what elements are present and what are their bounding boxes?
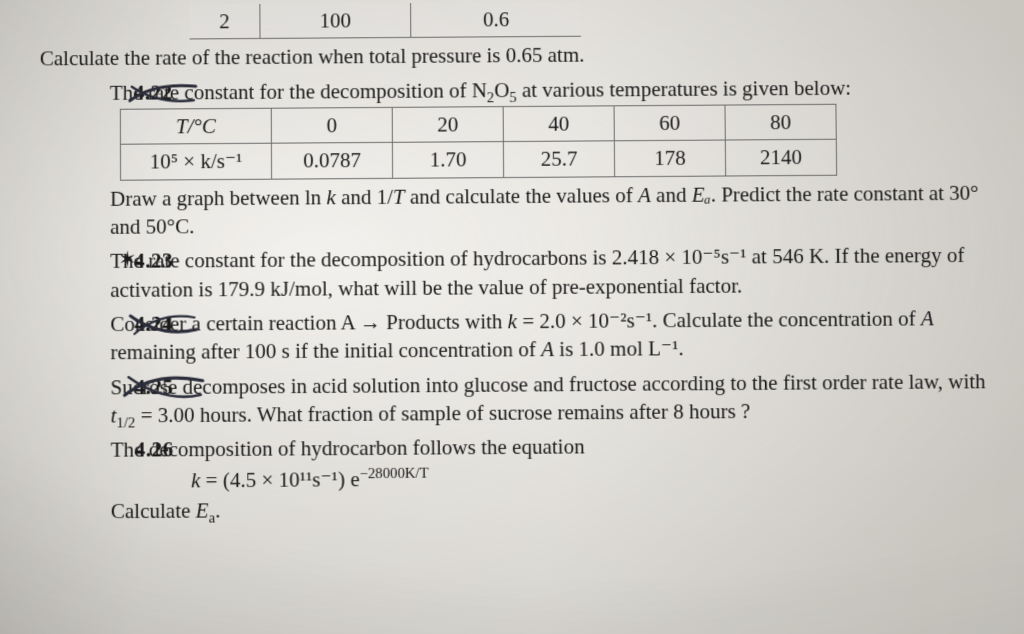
equation: k = (4.5 × 10¹¹s⁻¹) e−28000K/T: [191, 460, 998, 494]
cell: 100: [260, 3, 411, 39]
question-number: 4.22: [134, 78, 173, 107]
text: = 3.00 hours. What fraction of sample of…: [135, 399, 750, 427]
td: 178: [614, 140, 725, 176]
text: The rate constant for the decomposition …: [110, 243, 964, 301]
th: T/°C: [120, 108, 271, 144]
rate-constant-table: T/°C 0 20 40 60 80 10⁵ × k/s⁻¹ 0.0787 1.…: [120, 104, 837, 181]
text: at various temperatures is given below:: [517, 75, 852, 101]
question-number: 4.24: [134, 310, 173, 339]
text: O: [494, 78, 509, 102]
td: 10⁵ × k/s⁻¹: [120, 144, 271, 180]
question-number: 4.23: [134, 247, 173, 276]
sym: A: [921, 306, 934, 330]
td: 1.70: [392, 142, 503, 178]
sym: k: [508, 309, 518, 333]
partial-data-table: 2 100 0.6: [189, 2, 581, 40]
question-4-24: 4.24 Consider a certain reaction A → Pro…: [110, 304, 996, 367]
question-4-26: 4.26 The decomposition of hydrocarbon fo…: [111, 430, 999, 526]
question-4-23: ✶ 4.23 The rate constant for the decompo…: [110, 241, 996, 304]
th: 20: [392, 107, 503, 143]
th: 60: [614, 105, 725, 141]
question-number: 4.26: [135, 436, 174, 465]
question-4-22: 4.22 The rate constant for the decomposi…: [110, 72, 995, 241]
th: 40: [503, 106, 614, 142]
td: 2140: [725, 140, 836, 176]
text: is 1.0 mol L⁻¹.: [554, 337, 684, 362]
text: remaining after 100 s if the initial con…: [110, 338, 541, 365]
sub: 1/2: [116, 416, 135, 432]
page-content: 2 100 0.6 Calculate the rate of the reac…: [0, 0, 1024, 537]
text: Draw a graph between ln k and 1/T and ca…: [110, 178, 995, 241]
cell: 0.6: [411, 2, 581, 38]
td: 25.7: [503, 141, 614, 177]
td: 0.0787: [271, 143, 392, 179]
sym: A: [541, 337, 554, 361]
text: The decomposition of hydrocarbon follows…: [111, 430, 998, 465]
text: Calculate Ea.: [111, 491, 999, 526]
th: 80: [725, 104, 836, 140]
text: Sucrose decomposes in acid solution into…: [110, 369, 985, 399]
text: = 2.0 × 10⁻²s⁻¹. Calculate the concentra…: [517, 306, 921, 333]
pre-question-line: Calculate the rate of the reaction when …: [40, 38, 993, 73]
cell: 2: [189, 4, 260, 39]
sub: 2: [487, 90, 494, 106]
question-4-25: 4.25 Sucrose decomposes in acid solution…: [110, 367, 997, 430]
th: 0: [271, 107, 392, 143]
question-number: 4.25: [135, 373, 174, 402]
